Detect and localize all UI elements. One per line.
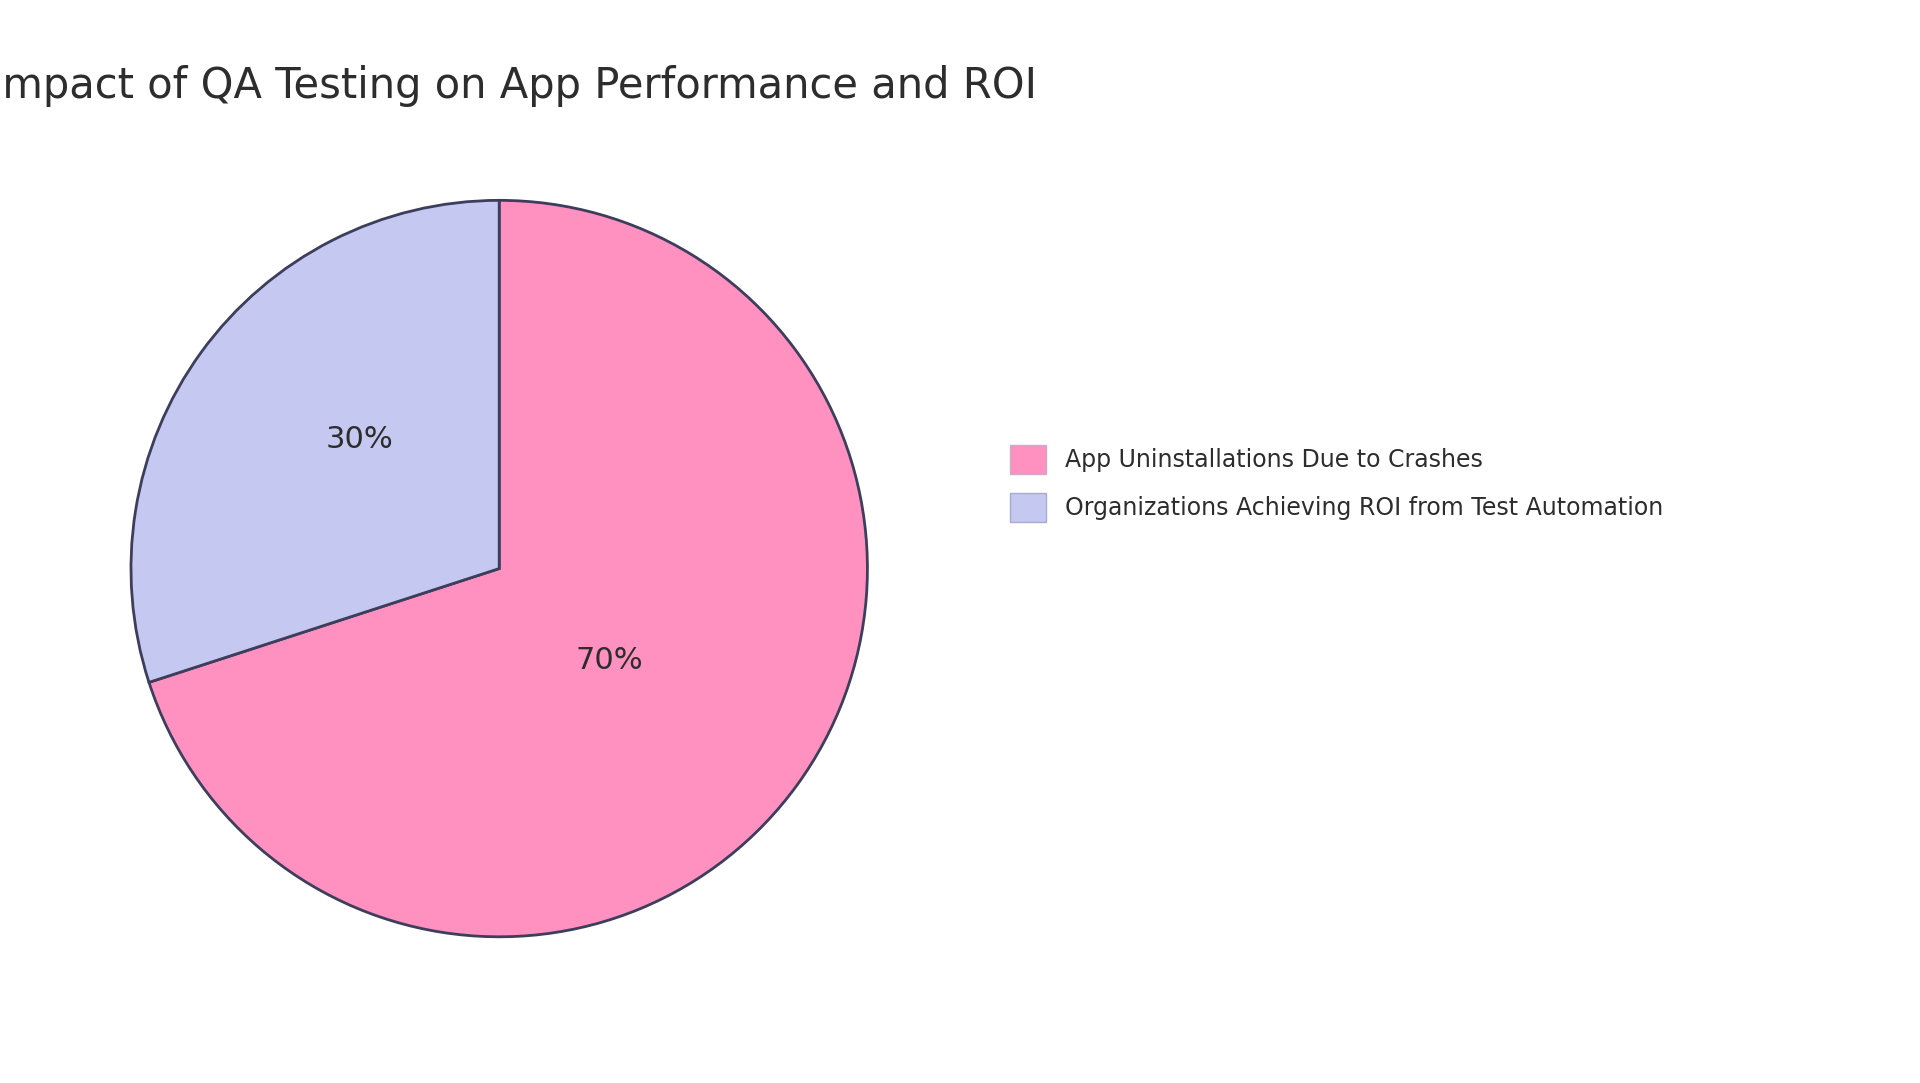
Wedge shape xyxy=(131,200,499,682)
Legend: App Uninstallations Due to Crashes, Organizations Achieving ROI from Test Automa: App Uninstallations Due to Crashes, Orga… xyxy=(1010,445,1663,522)
Text: 30%: 30% xyxy=(324,426,394,454)
Text: 70%: 70% xyxy=(576,647,643,675)
Wedge shape xyxy=(150,200,868,937)
Text: Impact of QA Testing on App Performance and ROI: Impact of QA Testing on App Performance … xyxy=(0,65,1037,107)
